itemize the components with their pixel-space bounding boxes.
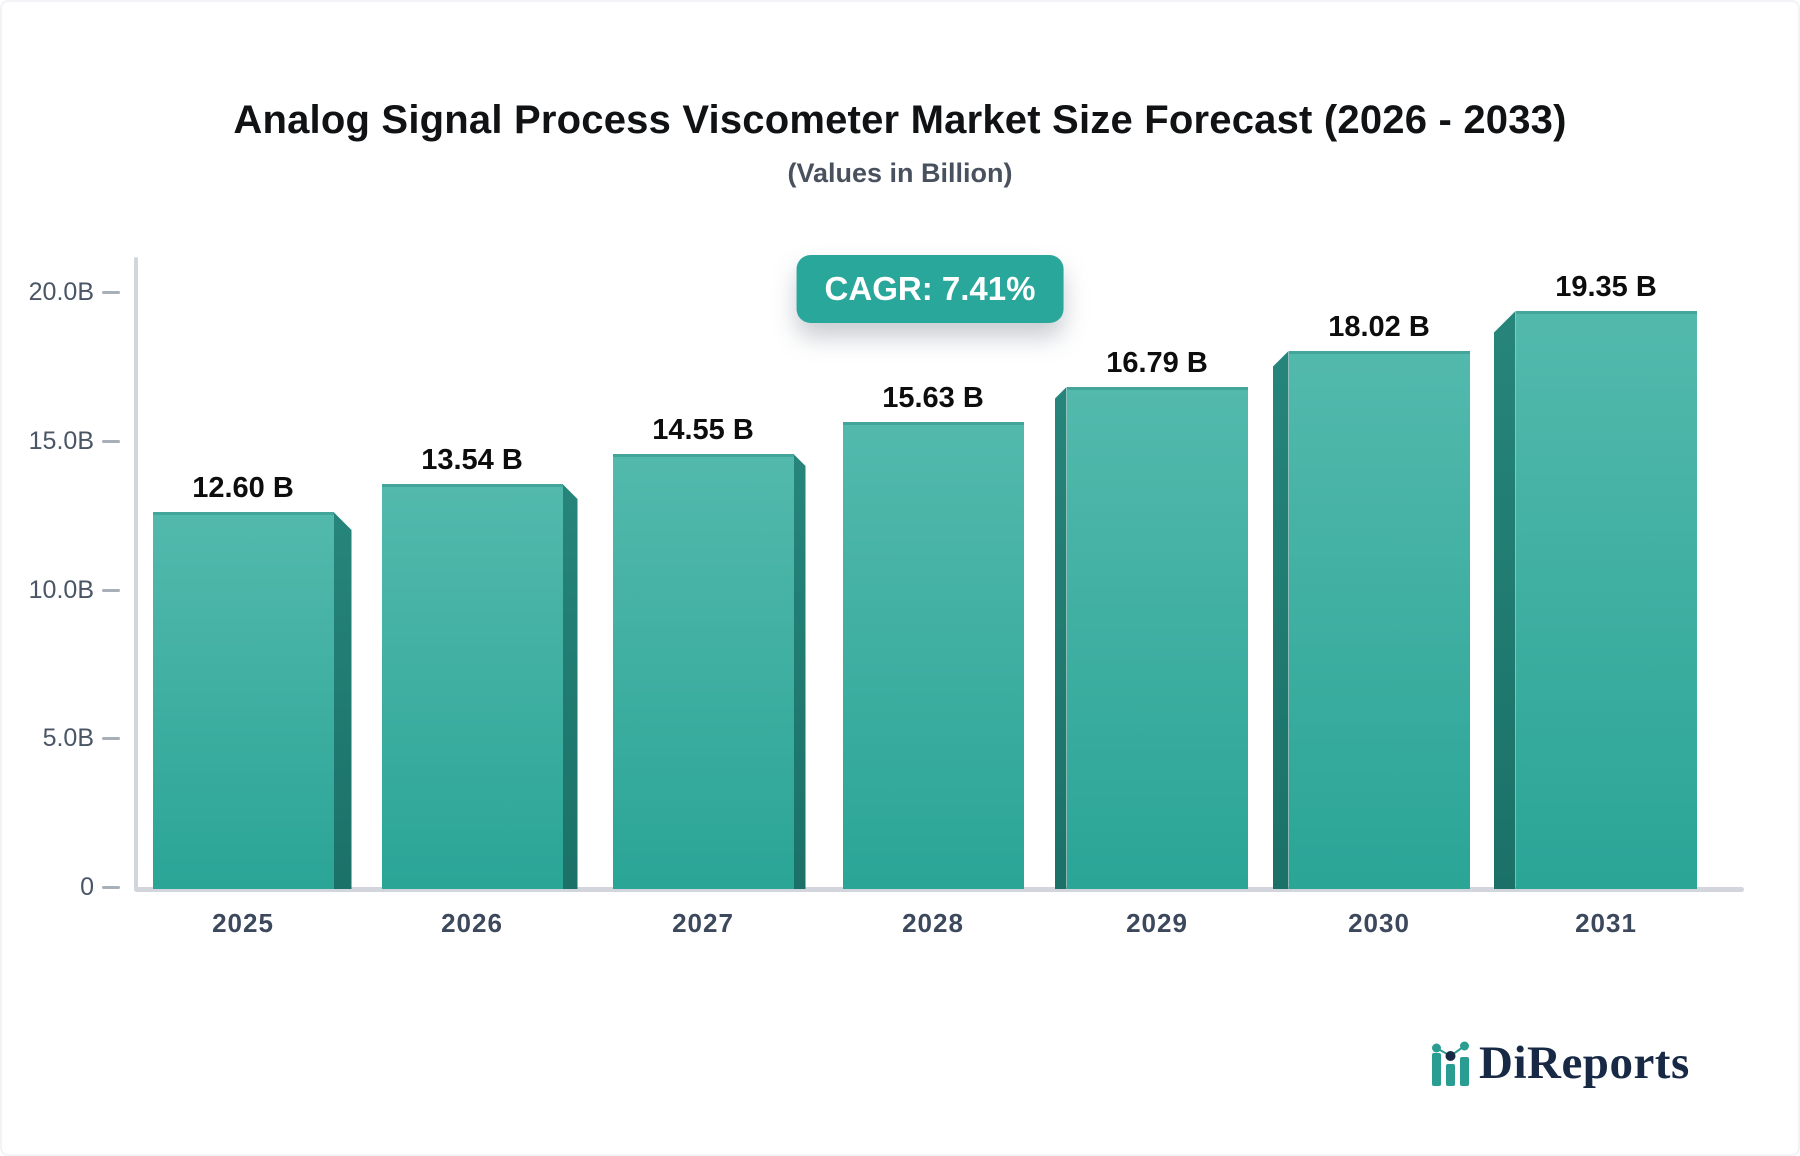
bar-side-face-2027 — [793, 454, 806, 889]
bar-value-label: 19.35 B — [1555, 271, 1657, 303]
bar-value-label: 18.02 B — [1328, 311, 1430, 343]
chart-title: Analog Signal Process Viscometer Market … — [233, 98, 1567, 142]
bar-2031 — [1515, 311, 1697, 889]
y-tick-label: 10.0B — [28, 575, 94, 604]
bar-value-label: 13.54 B — [421, 444, 523, 476]
bar-side-face-2029 — [1054, 387, 1067, 889]
cagr-badge: CAGR: 7.41% — [796, 255, 1064, 323]
bar-side-face-2031 — [1493, 311, 1516, 889]
y-tick-dash — [102, 588, 120, 592]
x-axis-label-2031: 2031 — [1575, 908, 1637, 938]
logo-bars-icon — [1432, 1041, 1469, 1086]
bar-side-face-2030 — [1272, 351, 1289, 889]
bar-2030 — [1288, 351, 1470, 889]
y-tick-label: 0 — [80, 873, 94, 901]
bar-2027 — [612, 454, 794, 889]
x-axis-label-2030: 2030 — [1348, 908, 1410, 938]
y-tick-label: 15.0B — [28, 426, 94, 455]
x-axis-label-2027: 2027 — [672, 908, 734, 938]
cagr-badge-label: CAGR: 7.41% — [824, 270, 1036, 307]
bar-2025 — [152, 512, 334, 889]
y-tick-dash — [102, 886, 120, 889]
x-axis-label-2026: 2026 — [441, 908, 503, 938]
logo-text: DiReports — [1479, 1037, 1690, 1089]
y-axis-line — [134, 257, 138, 891]
bar-2026 — [381, 484, 563, 889]
bar-2028 — [842, 422, 1024, 889]
bar-value-label: 12.60 B — [192, 472, 294, 504]
y-tick-label: 5.0B — [42, 724, 94, 753]
y-tick-dash — [102, 439, 120, 443]
chart-subtitle: (Values in Billion) — [787, 158, 1013, 188]
y-tick-dash — [102, 737, 120, 741]
bar-2029 — [1066, 387, 1248, 889]
x-axis-label-2028: 2028 — [902, 908, 964, 938]
bar-side-face-2026 — [562, 484, 578, 889]
x-axis-label-2025: 2025 — [212, 908, 274, 938]
bar-value-label: 15.63 B — [882, 382, 984, 414]
bar-value-label: 14.55 B — [652, 414, 754, 446]
x-axis-baseline — [134, 887, 1744, 892]
y-tick-dash — [102, 291, 120, 294]
bar-value-label: 16.79 B — [1106, 347, 1208, 379]
bar-side-face-2025 — [333, 512, 352, 889]
y-tick-label: 20.0B — [28, 278, 94, 306]
x-axis-label-2029: 2029 — [1126, 908, 1188, 938]
direports-logo: DiReports — [1430, 1038, 1690, 1088]
